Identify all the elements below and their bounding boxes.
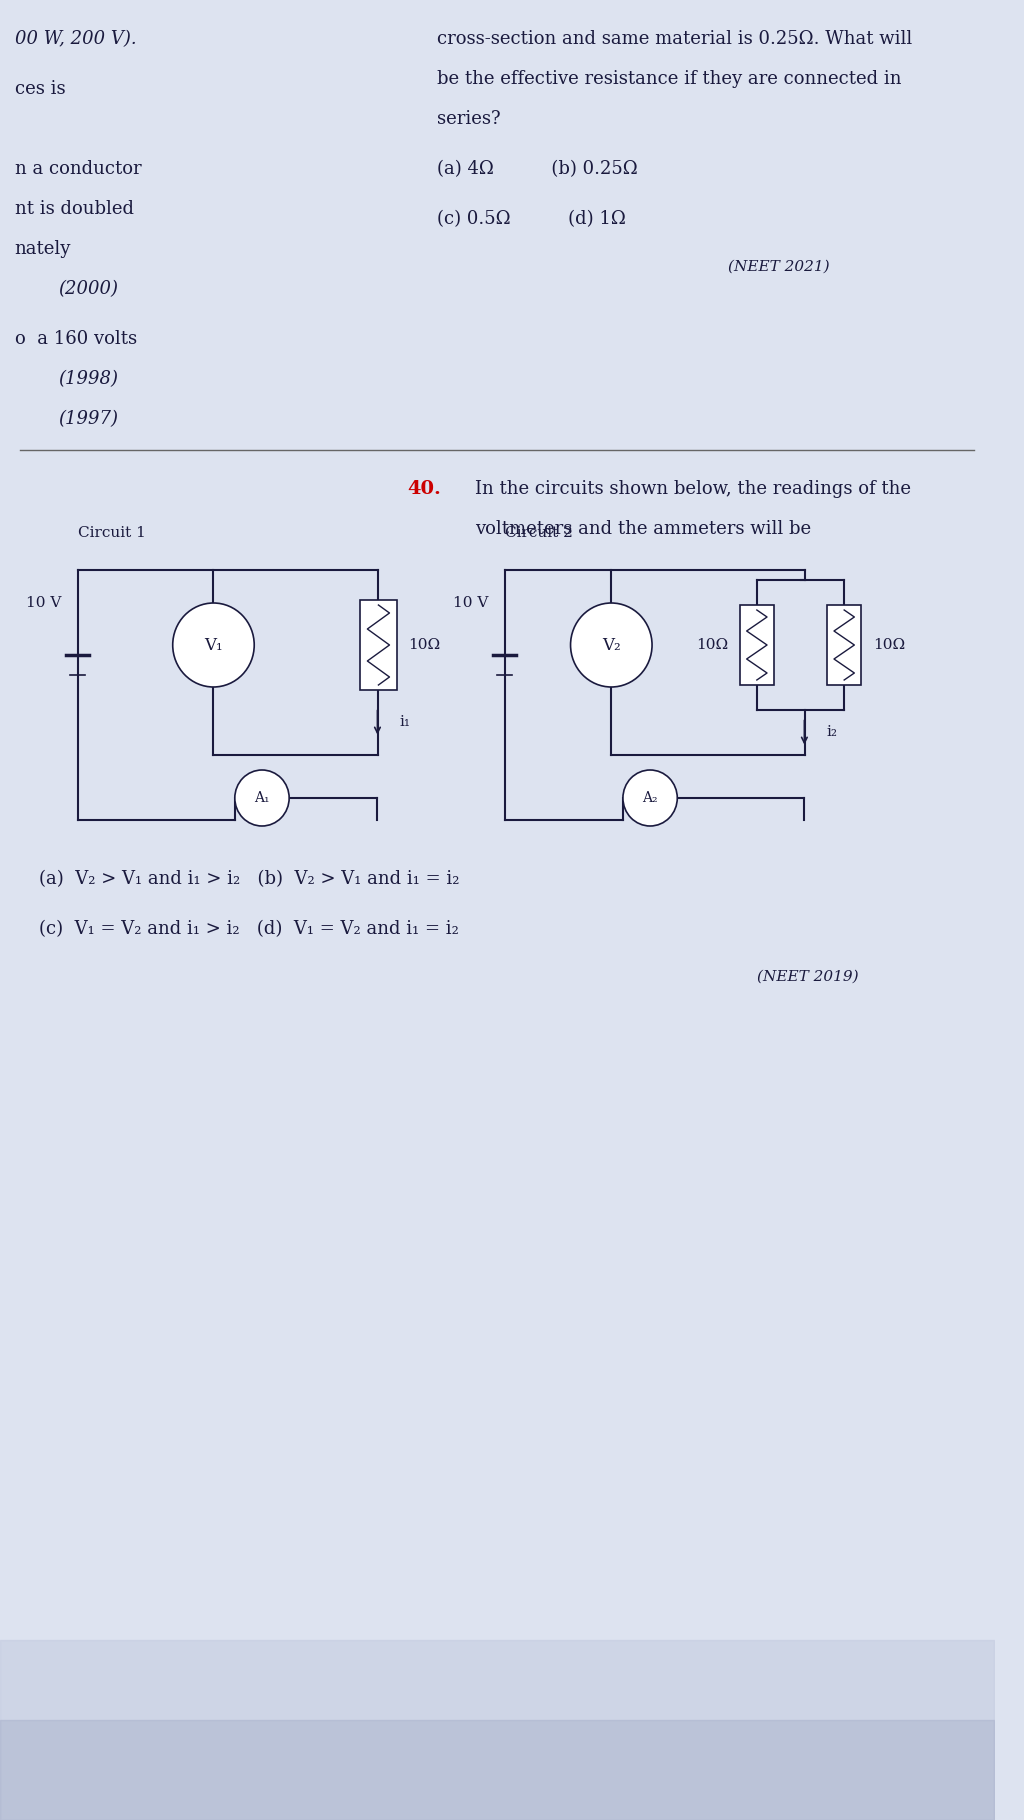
- Text: (c)  V₁ = V₂ and i₁ > i₂   (d)  V₁ = V₂ and i₁ = i₂: (c) V₁ = V₂ and i₁ > i₂ (d) V₁ = V₂ and …: [39, 919, 459, 937]
- Circle shape: [570, 602, 652, 686]
- Bar: [827, 604, 861, 684]
- Text: (a) 4Ω          (b) 0.25Ω: (a) 4Ω (b) 0.25Ω: [436, 160, 637, 178]
- Text: (1998): (1998): [58, 369, 118, 388]
- Circle shape: [623, 770, 677, 826]
- Circle shape: [234, 770, 289, 826]
- Text: be the effective resistance if they are connected in: be the effective resistance if they are …: [436, 69, 901, 87]
- Text: (c) 0.5Ω          (d) 1Ω: (c) 0.5Ω (d) 1Ω: [436, 209, 626, 228]
- Text: A₁: A₁: [254, 792, 269, 804]
- Text: 10Ω: 10Ω: [409, 639, 440, 652]
- Text: voltmeters and the ammeters will be: voltmeters and the ammeters will be: [475, 521, 812, 539]
- Text: ces is: ces is: [14, 80, 66, 98]
- Text: cross-section and same material is 0.25Ω. What will: cross-section and same material is 0.25Ω…: [436, 29, 912, 47]
- Text: V₂: V₂: [602, 637, 621, 653]
- Text: Circuit 1: Circuit 1: [78, 526, 145, 541]
- Circle shape: [173, 602, 254, 686]
- Text: n a conductor: n a conductor: [14, 160, 141, 178]
- Text: i₂: i₂: [826, 726, 838, 739]
- Text: 40.: 40.: [408, 480, 441, 499]
- Text: o  a 160 volts: o a 160 volts: [14, 329, 136, 348]
- Text: (NEET 2019): (NEET 2019): [757, 970, 858, 985]
- Text: (NEET 2021): (NEET 2021): [728, 260, 829, 275]
- Bar: [360, 601, 397, 690]
- Text: (a)  V₂ > V₁ and i₁ > i₂   (b)  V₂ > V₁ and i₁ = i₂: (a) V₂ > V₁ and i₁ > i₂ (b) V₂ > V₁ and …: [39, 870, 460, 888]
- Text: A₂: A₂: [642, 792, 658, 804]
- Text: nately: nately: [14, 240, 71, 258]
- Text: 10Ω: 10Ω: [696, 639, 728, 652]
- Text: i₁: i₁: [399, 715, 411, 730]
- Text: series?: series?: [436, 109, 501, 127]
- Text: In the circuits shown below, the readings of the: In the circuits shown below, the reading…: [475, 480, 911, 499]
- Text: nt is doubled: nt is doubled: [14, 200, 133, 218]
- Text: 00 W, 200 V).: 00 W, 200 V).: [14, 29, 136, 47]
- Bar: [740, 604, 774, 684]
- Text: Circuit 2: Circuit 2: [505, 526, 572, 541]
- Text: 10 V: 10 V: [453, 595, 488, 610]
- Text: (2000): (2000): [58, 280, 118, 298]
- Text: (1997): (1997): [58, 410, 118, 428]
- Text: 10 V: 10 V: [26, 595, 61, 610]
- Text: V₁: V₁: [204, 637, 223, 653]
- Text: 10Ω: 10Ω: [872, 639, 905, 652]
